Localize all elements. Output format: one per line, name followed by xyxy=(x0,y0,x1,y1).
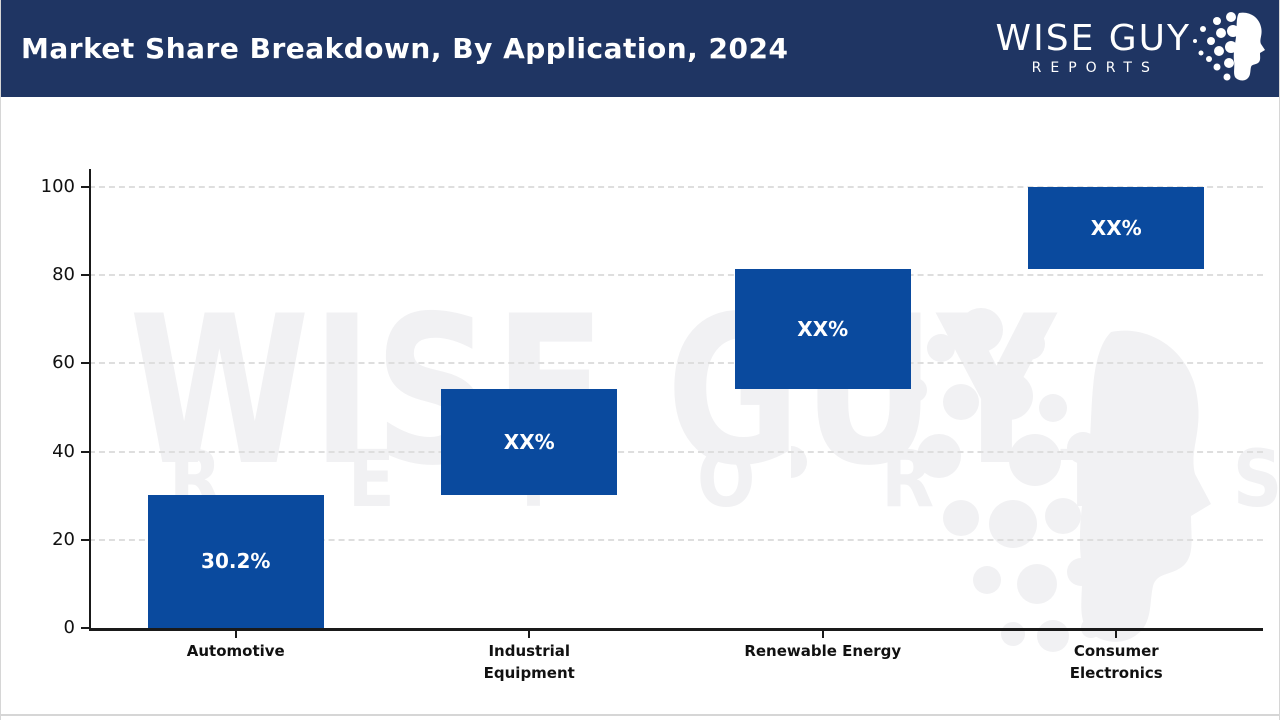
y-axis-tick-label: 40 xyxy=(52,440,75,462)
x-axis-tick xyxy=(1115,631,1118,638)
y-axis-tick xyxy=(81,274,89,277)
dotted-head-icon xyxy=(1193,11,1265,80)
y-axis-tick-label: 20 xyxy=(52,528,75,550)
bar-value-label: 30.2% xyxy=(201,549,271,574)
y-axis-tick xyxy=(81,186,89,188)
brand-logo-text: WISE GUY REPORTS xyxy=(995,18,1192,77)
logo-wordmark: WISE GUY xyxy=(995,18,1191,59)
y-axis-tick xyxy=(81,538,89,541)
bar-renewable-energy: XX% xyxy=(734,269,911,389)
category-label: Automotive xyxy=(186,642,285,660)
brand-logo: WISE GUY REPORTS xyxy=(995,7,1265,91)
chart-region: WISE GUY R E P O R T S 0 20 40 60 80 100 30.2%… xyxy=(1,97,1279,714)
bar-automotive: 30.2% xyxy=(147,494,324,628)
gridline xyxy=(89,538,1263,541)
gridline xyxy=(89,450,1263,453)
page-title: Market Share Breakdown, By Application, … xyxy=(21,32,789,65)
category-label: Consumer Electronics xyxy=(1069,642,1163,682)
gridline xyxy=(89,186,1263,188)
y-axis-tick-label: 100 xyxy=(40,176,75,197)
logo-subtitle: REPORTS xyxy=(1031,60,1159,76)
header: Market Share Breakdown, By Application, … xyxy=(1,0,1279,97)
bar-value-label: XX% xyxy=(503,429,555,454)
category-label: Renewable Energy xyxy=(744,642,902,660)
y-axis-tick-label: 0 xyxy=(63,617,75,638)
x-axis-tick xyxy=(821,631,824,638)
y-axis-line xyxy=(89,169,91,630)
watermark-dotted-head-icon xyxy=(791,308,1211,652)
bar-consumer-electronics: XX% xyxy=(1028,187,1205,270)
x-axis-tick xyxy=(528,631,531,638)
gridline xyxy=(89,362,1263,365)
y-axis-tick xyxy=(81,450,89,453)
x-axis-line xyxy=(89,628,1263,631)
y-axis-tick-label: 80 xyxy=(52,264,75,286)
y-axis-tick-label: 60 xyxy=(52,352,75,374)
bar-value-label: XX% xyxy=(797,316,849,341)
bar-industrial-equipment: XX% xyxy=(441,388,618,495)
y-axis-tick xyxy=(81,627,89,629)
category-label: Industrial Equipment xyxy=(483,642,575,682)
x-axis-tick xyxy=(234,631,237,638)
bar-value-label: XX% xyxy=(1090,216,1142,241)
gridline xyxy=(89,274,1263,277)
footer-divider xyxy=(1,714,1279,716)
y-axis-tick xyxy=(81,362,89,365)
